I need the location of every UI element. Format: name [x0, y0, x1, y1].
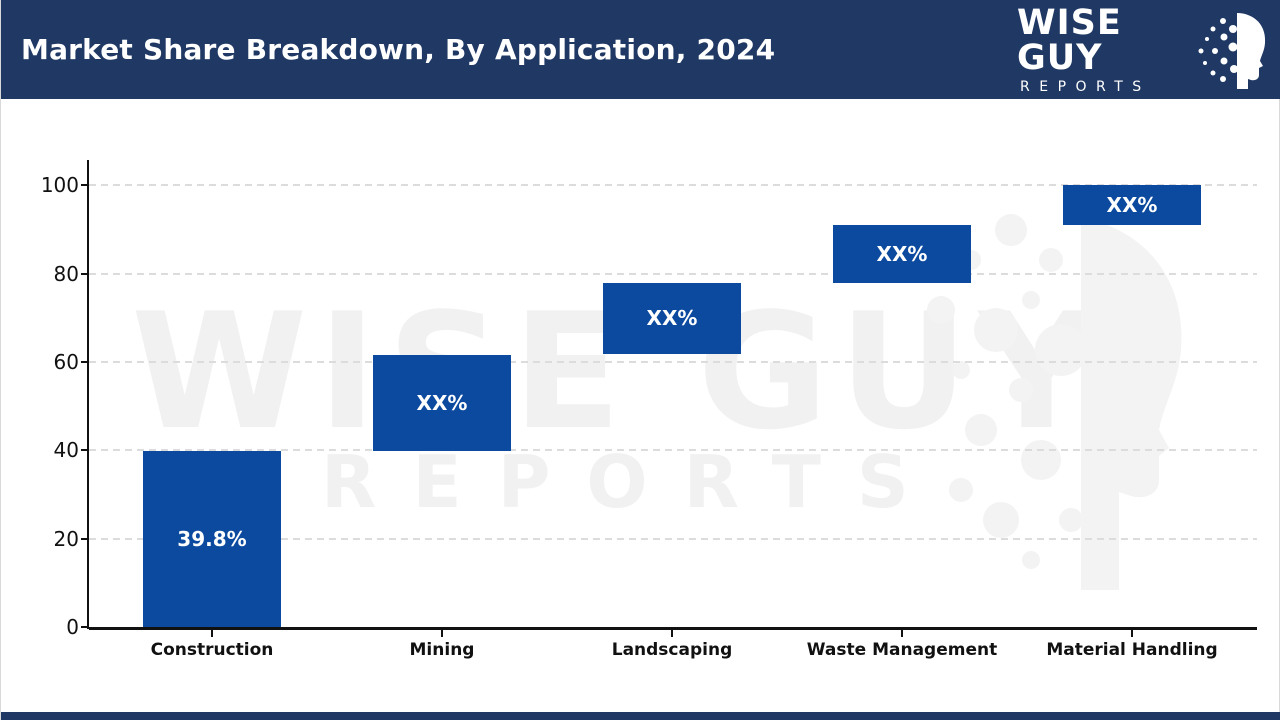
watermark-text-line2: REPORTS [321, 440, 945, 524]
y-axis-spine [87, 160, 89, 629]
bar-landscaping: XX% [603, 282, 741, 354]
dotted-face-profile-icon [1198, 13, 1266, 89]
x-axis-tick-mark [441, 630, 443, 637]
header-bar: Market Share Breakdown, By Application, … [1, 0, 1280, 99]
x-axis-tick-mark [1131, 630, 1133, 637]
brand-logo-text: WISE GUY REPORTS [1017, 2, 1191, 95]
x-axis-category-label: Mining [409, 640, 475, 660]
y-axis-tick-mark [81, 360, 89, 363]
dotted-face-profile-watermark [927, 214, 1182, 590]
gridline-y-60 [89, 360, 1257, 363]
y-axis-tick-label: 80 [53, 261, 79, 286]
y-axis-tick-label: 0 [66, 615, 79, 639]
bar-value-label: 39.8% [177, 527, 247, 552]
x-axis-tick-mark [211, 630, 213, 637]
brand-logo: WISE GUY REPORTS [1017, 5, 1267, 95]
bar-value-label: XX% [416, 391, 468, 416]
y-axis-tick-mark [81, 272, 89, 275]
y-axis-tick-mark [81, 449, 89, 452]
x-axis-spine [89, 627, 1257, 630]
y-axis-tick-mark [81, 184, 89, 187]
bar-value-label: XX% [646, 306, 698, 331]
gridline-y-20 [89, 537, 1257, 540]
page-title: Market Share Breakdown, By Application, … [21, 33, 776, 66]
gridline-y-40 [89, 449, 1257, 452]
x-axis-category-label: Waste Management [806, 640, 998, 660]
x-axis-tick-mark [671, 630, 673, 637]
footer-bar [1, 712, 1280, 720]
x-axis-category-label: Landscaping [611, 640, 733, 660]
x-axis-category-label: Material Handling [1046, 640, 1218, 660]
bar-value-label: XX% [876, 242, 928, 267]
bar-value-label: XX% [1106, 193, 1158, 218]
y-axis-tick-label: 40 [53, 438, 79, 463]
y-axis-tick-label: 100 [40, 173, 79, 198]
bar-material-handling: XX% [1063, 185, 1201, 226]
y-axis-tick-mark [81, 626, 89, 628]
gridline-y-100 [89, 184, 1257, 187]
brand-subname: REPORTS [1020, 78, 1151, 95]
y-axis-tick-label: 20 [53, 526, 79, 551]
bar-construction: 39.8% [143, 451, 281, 627]
x-axis-category-label: Construction [150, 640, 274, 660]
brand-name: WISE GUY [1017, 2, 1122, 78]
y-axis-tick-mark [81, 537, 89, 540]
gridline-y-80 [89, 272, 1257, 275]
bar-waste-management: XX% [833, 225, 971, 283]
bar-mining: XX% [373, 355, 511, 452]
x-axis-tick-mark [901, 630, 903, 637]
y-axis-tick-label: 60 [53, 349, 79, 374]
